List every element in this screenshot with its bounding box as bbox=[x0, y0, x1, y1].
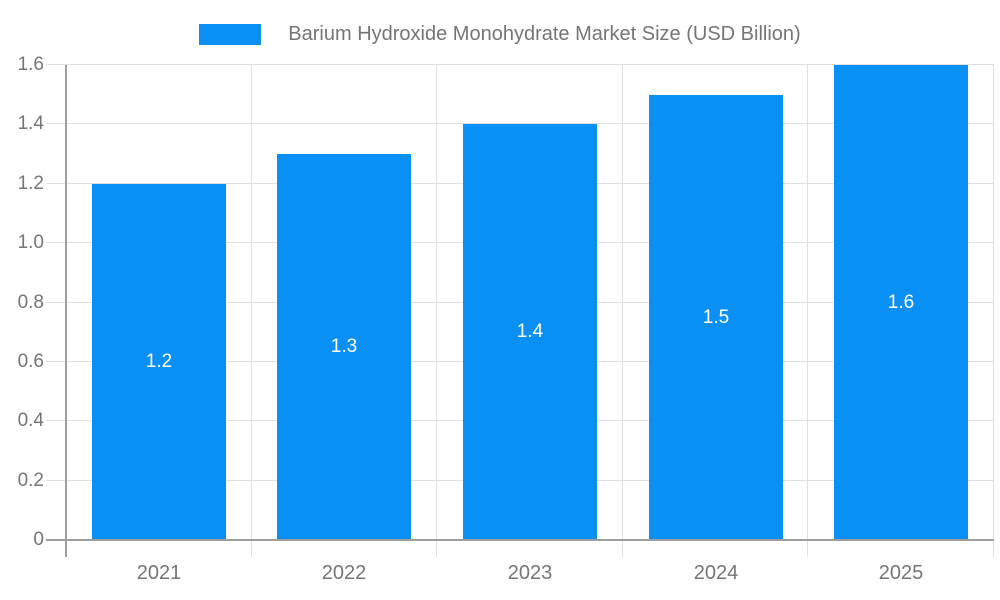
y-tick-label: 1.0 bbox=[17, 232, 44, 253]
x-tick-label: 2022 bbox=[321, 562, 367, 584]
chart-title: Barium Hydroxide Monohydrate Market Size… bbox=[288, 23, 801, 45]
bar: 1.6 bbox=[834, 65, 968, 540]
y-tick-label: 1.6 bbox=[17, 54, 44, 75]
gridline-x bbox=[622, 65, 623, 557]
chart-legend: Barium Hydroxide Monohydrate Market Size… bbox=[0, 20, 1000, 48]
x-tick-label: 2021 bbox=[136, 562, 182, 584]
y-axis-line bbox=[65, 65, 67, 557]
bar: 1.5 bbox=[649, 95, 783, 540]
bar: 1.2 bbox=[92, 184, 226, 540]
gridline-y bbox=[46, 64, 994, 65]
bar-value-label: 1.3 bbox=[330, 336, 358, 357]
y-tick-label: 0.6 bbox=[17, 351, 44, 372]
bar-value-label: 1.2 bbox=[145, 351, 173, 372]
gridline-x bbox=[251, 65, 252, 557]
bar-value-label: 1.4 bbox=[516, 321, 544, 342]
x-axis-line bbox=[46, 539, 994, 541]
legend-swatch bbox=[199, 23, 262, 45]
y-tick-label: 0.4 bbox=[17, 410, 44, 431]
x-tick-label: 2023 bbox=[507, 562, 553, 584]
bar: 1.4 bbox=[463, 124, 597, 540]
y-tick-label: 0.8 bbox=[17, 292, 44, 313]
y-tick-label: 1.2 bbox=[17, 173, 44, 194]
y-tick-label: 1.4 bbox=[17, 113, 44, 134]
gridline-y bbox=[46, 123, 994, 124]
x-tick-label: 2025 bbox=[878, 562, 924, 584]
y-tick-label: 0.2 bbox=[17, 470, 44, 491]
bar: 1.3 bbox=[277, 154, 411, 540]
bar-value-label: 1.6 bbox=[887, 291, 915, 313]
y-tick-label: 0 bbox=[33, 529, 44, 550]
x-tick-label: 2024 bbox=[693, 562, 739, 584]
gridline-x bbox=[993, 65, 994, 557]
bar-value-label: 1.5 bbox=[702, 306, 730, 328]
gridline-x bbox=[436, 65, 437, 557]
gridline-x bbox=[807, 65, 808, 557]
